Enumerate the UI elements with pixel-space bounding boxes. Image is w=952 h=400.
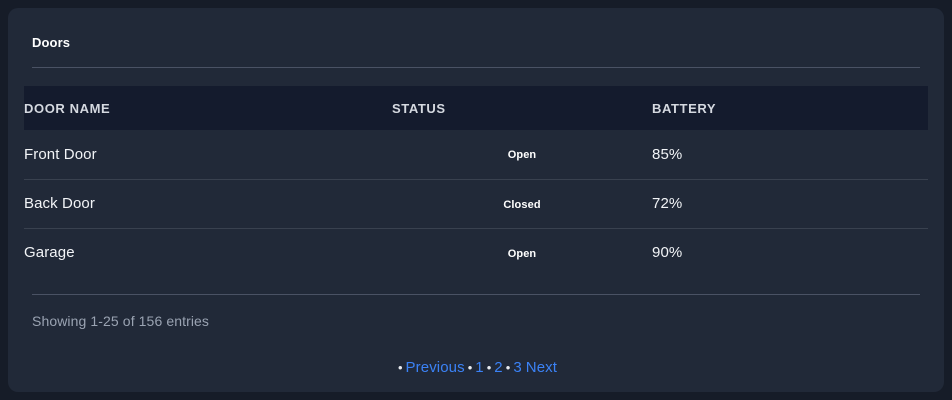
pagination-link-previous[interactable]: Previous	[405, 359, 465, 376]
table-row[interactable]: Garage Open 90%	[24, 228, 928, 277]
cell-status: Open	[392, 228, 652, 277]
status-badge: Open	[507, 247, 537, 260]
cell-door-name: Front Door	[24, 130, 392, 180]
table-row[interactable]: Back Door Closed 72%	[24, 179, 928, 229]
pagination-item-previous[interactable]: Previous	[395, 359, 465, 376]
pagination-link-3[interactable]: 3	[513, 359, 522, 376]
cell-battery: 90%	[652, 244, 683, 262]
pagination-link-2[interactable]: 2	[494, 359, 503, 376]
pagination-item-3[interactable]: 3	[503, 359, 522, 376]
cell-door-name: Garage	[24, 244, 75, 262]
pagination-item-2[interactable]: 2	[484, 359, 503, 376]
column-header-battery[interactable]: BATTERY	[652, 100, 717, 116]
table-row[interactable]: Front Door Open 85%	[24, 130, 928, 180]
status-badge: Closed	[503, 198, 541, 211]
title-divider	[32, 67, 920, 68]
status-badge: Open	[507, 149, 537, 162]
doors-card: Doors DOOR NAME STATUS BATTERY Front Doo…	[8, 8, 944, 392]
cell-door-name: Back Door	[24, 179, 392, 229]
doors-table-container: DOOR NAME STATUS BATTERY Front Door Open…	[24, 86, 928, 277]
table-header-row: DOOR NAME STATUS BATTERY	[24, 86, 928, 130]
doors-table: DOOR NAME STATUS BATTERY Front Door Open…	[24, 86, 928, 277]
table-body: Front Door Open 85% Back Door Closed 72%…	[24, 130, 928, 277]
pagination-link-next[interactable]: Next	[525, 359, 558, 376]
footer-divider	[32, 294, 920, 295]
column-header-status[interactable]: STATUS	[392, 100, 446, 116]
table-header: DOOR NAME STATUS BATTERY	[24, 86, 928, 130]
pagination-link-1[interactable]: 1	[475, 359, 484, 376]
cell-battery: 85%	[652, 130, 928, 180]
card-title: Doors	[32, 35, 71, 50]
column-header-door-name[interactable]: DOOR NAME	[24, 100, 111, 116]
showing-entries-text: Showing 1-25 of 156 entries	[32, 313, 210, 329]
pagination: Previous 1 2 3 Next	[8, 359, 944, 376]
cell-battery: 72%	[652, 179, 928, 229]
cell-status: Open	[392, 130, 652, 180]
pagination-item-1[interactable]: 1	[465, 359, 484, 376]
cell-status: Closed	[392, 179, 652, 229]
